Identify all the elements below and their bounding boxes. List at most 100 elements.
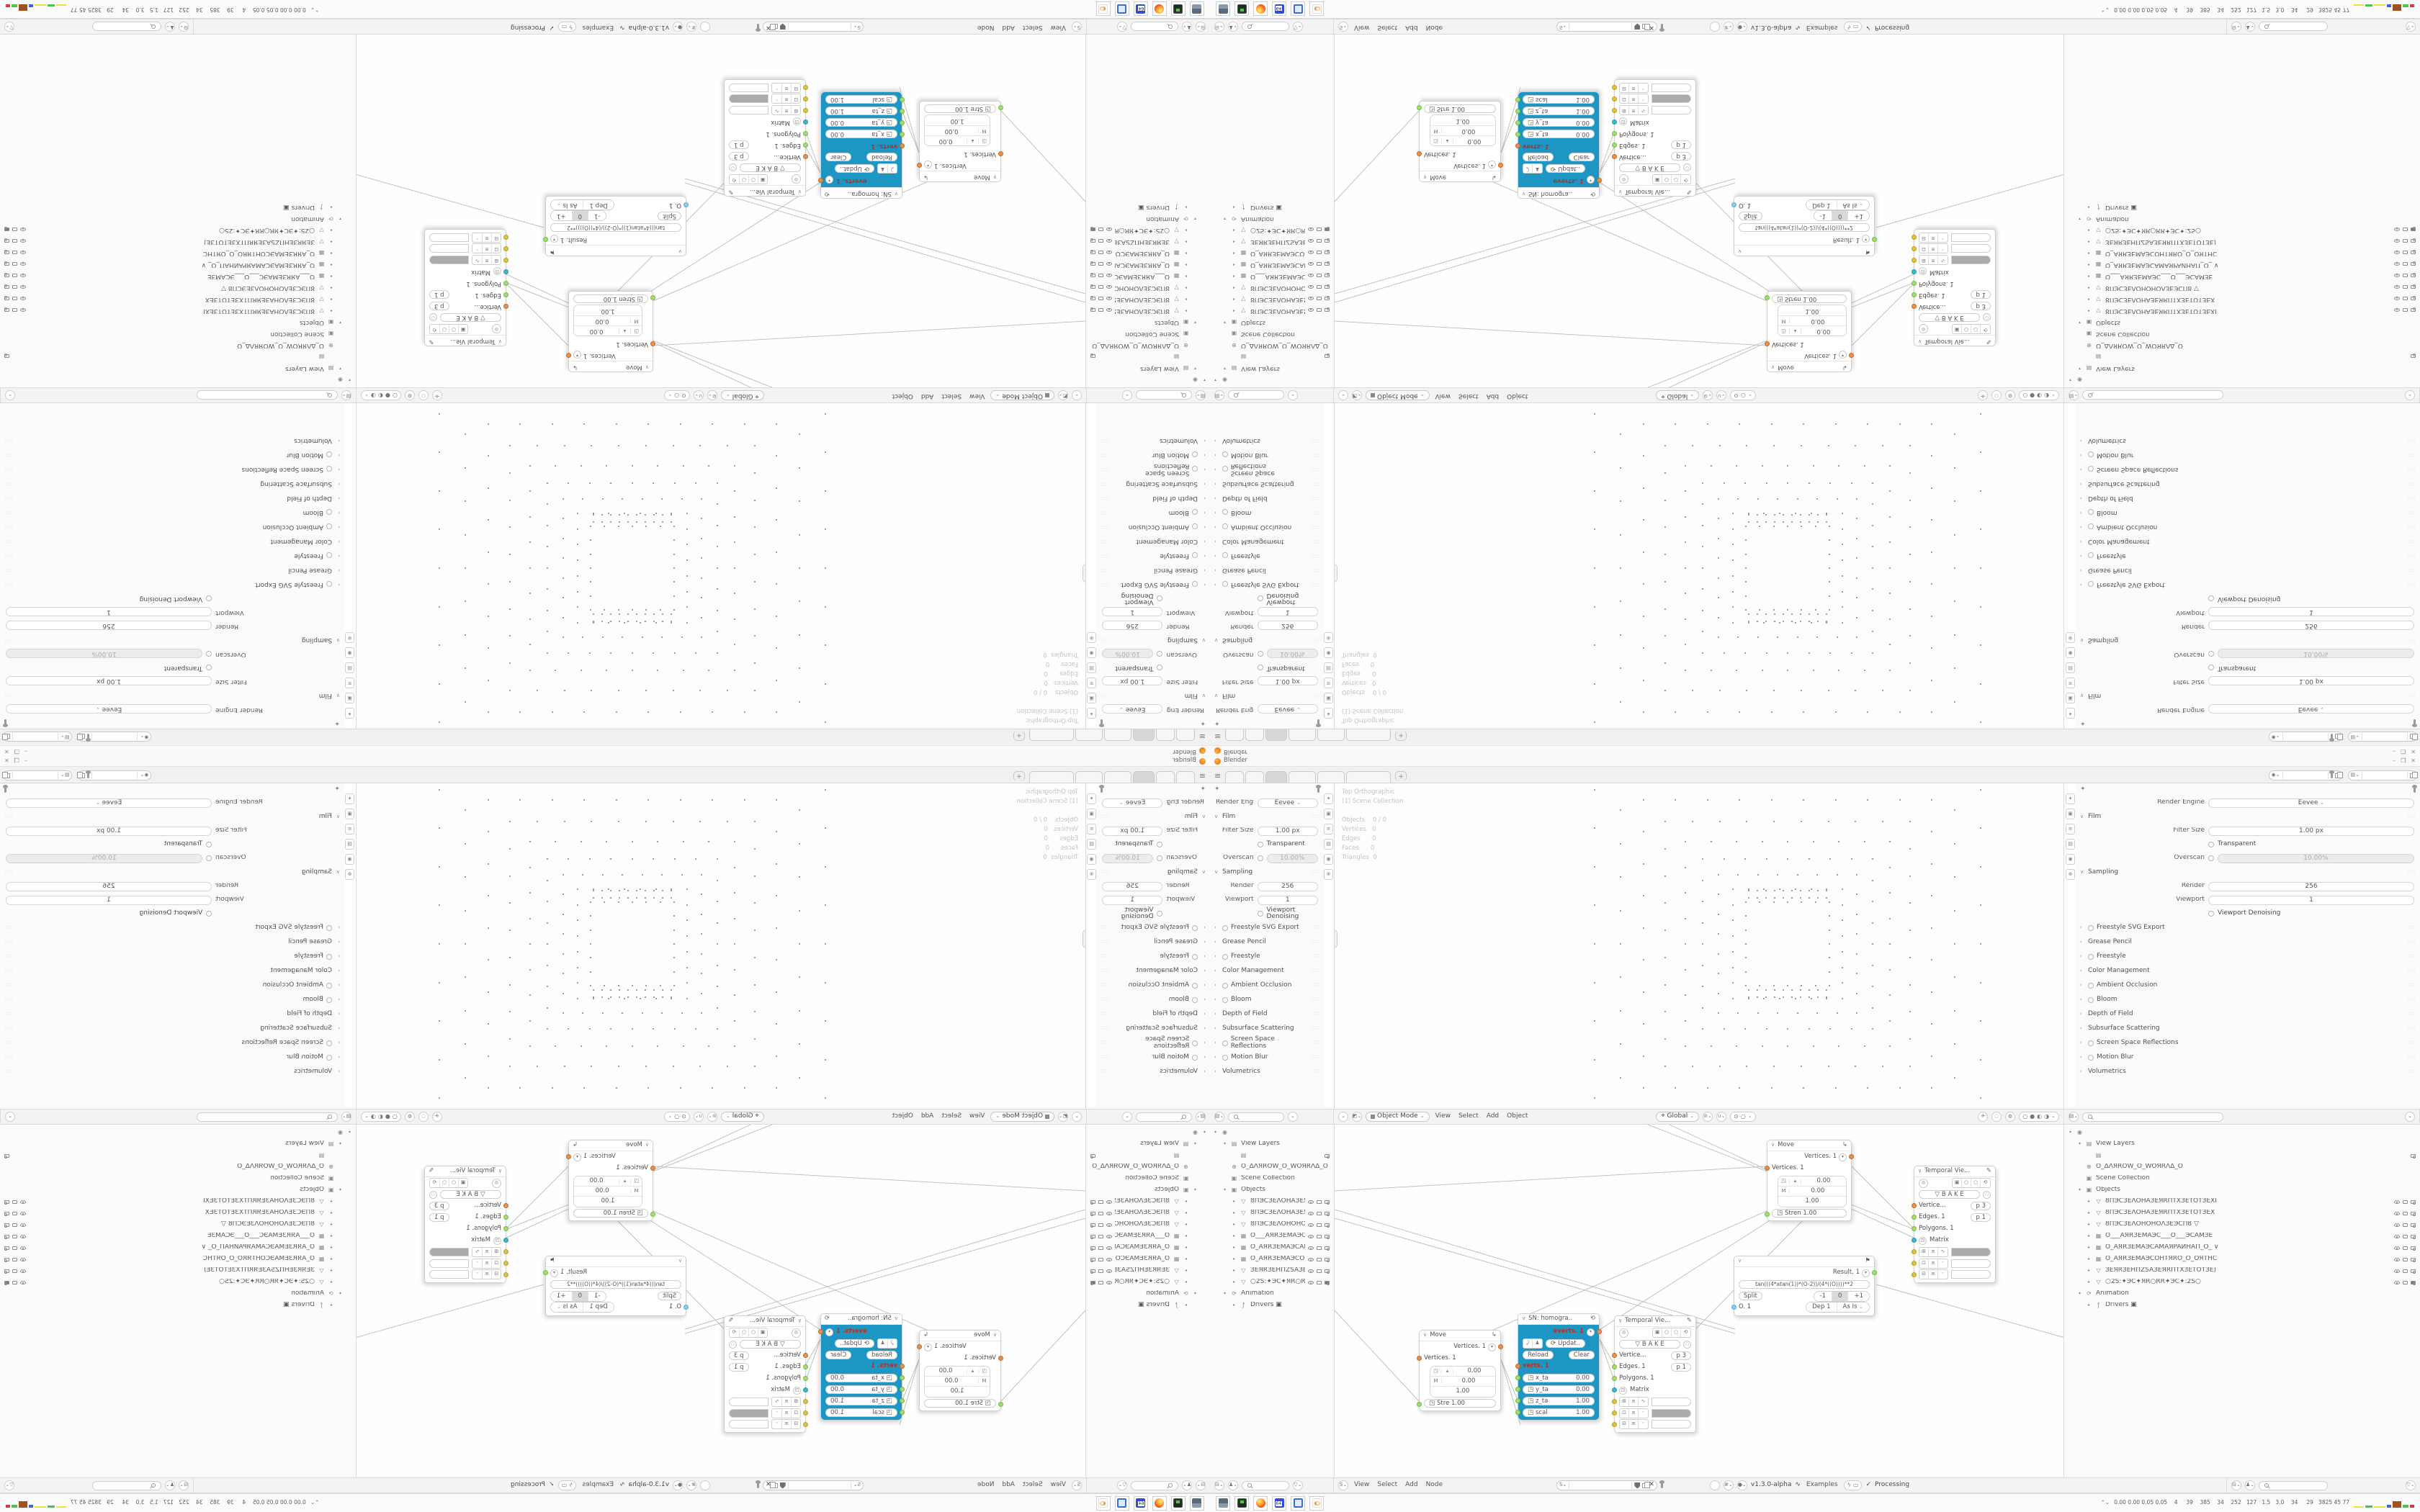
outliner-row[interactable]: ▸ ƒ Drivers ▣ <box>1138 1301 1188 1309</box>
scene-tab-icon[interactable]: ◉ <box>1324 647 1333 658</box>
section-checkbox[interactable] <box>1192 509 1198 516</box>
attr-field-1[interactable] <box>429 256 469 264</box>
search-input[interactable] <box>2082 390 2223 400</box>
view-layer-name-field[interactable] <box>2362 772 2408 779</box>
render-tab-icon[interactable]: ▣ <box>1087 693 1096 703</box>
strength-field[interactable]: ◳ Stren 1.00 <box>573 1209 648 1218</box>
copy-node-tree-icon[interactable] <box>1642 1481 1651 1488</box>
edges-pill[interactable]: p 1 <box>429 290 449 299</box>
socket-attr-3[interactable] <box>1612 1422 1617 1427</box>
socket-strength-in[interactable] <box>1765 1212 1770 1217</box>
reload-button[interactable]: Reload <box>866 153 897 161</box>
transparent-checkbox[interactable] <box>206 664 212 670</box>
outliner-row[interactable]: ▸▽8ПЭCЗEΛOHAЗEЯRПTXЗETOTЗEXI <box>1210 305 1334 316</box>
search-input[interactable] <box>92 22 161 32</box>
section-subsurface-scattering[interactable]: › Subsurface Scattering ∷∷ <box>1101 480 1206 488</box>
attr-field-1[interactable] <box>1951 1248 1991 1256</box>
render-tab-icon[interactable]: ▣ <box>2066 693 2075 703</box>
camera-icon[interactable] <box>1090 308 1095 312</box>
attr-field-3[interactable] <box>1652 1420 1691 1428</box>
sn-tool-group[interactable]: ⤸ ♟ <box>877 1338 897 1349</box>
eye-icon[interactable] <box>20 1246 26 1250</box>
section-color-management[interactable]: › Color Management ∷∷ <box>1214 966 1319 974</box>
vertices-pill[interactable]: p 3 <box>429 1202 449 1210</box>
section-sampling[interactable]: ∨ Sampling ∷∷ <box>4 636 340 644</box>
section-bloom[interactable]: › Bloom ∷∷ <box>2080 995 2416 1003</box>
viewport-denoising-checkbox[interactable] <box>1257 595 1263 601</box>
socket-attr-2[interactable] <box>1612 1410 1617 1416</box>
editor-type-icon[interactable]: ▤⌄ <box>341 1112 351 1122</box>
eye-icon[interactable] <box>2394 1246 2400 1250</box>
eye-icon[interactable] <box>2394 239 2400 243</box>
camera-icon[interactable] <box>1090 1211 1095 1215</box>
offset-segmented-control[interactable]: -1 0 +1 <box>550 1290 607 1302</box>
eye-icon[interactable] <box>1106 228 1112 232</box>
xray-icon[interactable]: ◍ <box>2005 390 2016 400</box>
screenshot-tool-taskbar-icon[interactable] <box>1190 1495 1204 1511</box>
screenshot-tool-taskbar-icon[interactable] <box>1216 1495 1230 1511</box>
editor-type-icon[interactable]: ▤⌄ <box>1196 1112 1206 1122</box>
clear-button[interactable]: Clear <box>1568 1351 1595 1359</box>
node-tree-name-field[interactable] <box>1569 23 1633 30</box>
samples-render-field[interactable]: 256 <box>2208 881 2414 891</box>
outliner-row[interactable]: ▾ ▤ View Layers <box>285 1140 342 1148</box>
workspace-tab[interactable] <box>1245 729 1265 741</box>
scene-name-field[interactable] <box>2282 733 2329 740</box>
outliner-row[interactable]: ▸▦O_AЯRЗEMAЭCOHTЯRO_O_OЯTHC <box>1086 1254 1210 1265</box>
node-formula[interactable]: ∨ ⚑ Result. 1 ▾ tan(((4*atan(1))*(O-2))/(4… <box>543 196 689 256</box>
node-editor[interactable]: ∨ Move ↳ Vertices. 1 ▾ Vertices. 1 ◳ ▴ 0.00 M… <box>356 1125 1086 1477</box>
pin-icon[interactable] <box>2329 770 2334 778</box>
camera-icon[interactable] <box>1090 285 1095 289</box>
camera-icon[interactable] <box>1090 1234 1095 1238</box>
render-engine-select[interactable]: Eevee ⌄ <box>1257 798 1318 808</box>
section-checkbox[interactable] <box>326 523 332 530</box>
screen-icon[interactable] <box>12 1200 17 1204</box>
viewport-3d[interactable]: Top Orthographic (1) Scene Collection Ob… <box>1334 403 2064 729</box>
eye-icon[interactable] <box>20 228 26 232</box>
section-freestyle[interactable]: › Freestyle ∷∷ <box>2080 952 2416 960</box>
socket-polygons[interactable] <box>1912 1226 1917 1231</box>
scene-tab-icon[interactable]: ◉ <box>2066 854 2075 865</box>
section-checkbox[interactable] <box>2088 509 2094 516</box>
section-freestyle[interactable]: › Freestyle ∷∷ <box>1101 952 1206 960</box>
clear-button[interactable]: Clear <box>1568 153 1595 161</box>
socket-verts-in[interactable] <box>1515 143 1520 148</box>
camera-icon[interactable] <box>1325 274 1330 278</box>
xray-icon[interactable]: ◍ <box>2005 1112 2016 1122</box>
socket-vertices-in[interactable] <box>1417 151 1422 156</box>
section-checkbox[interactable] <box>2088 982 2094 989</box>
as-is-dropdown[interactable]: As Is ⌄ <box>1837 1302 1869 1312</box>
section-freestyle-svg-export[interactable]: › Freestyle SVG Export ∷∷ <box>1101 581 1206 589</box>
socket-vertices-out[interactable] <box>566 353 571 358</box>
menu-view[interactable]: View <box>969 1112 985 1120</box>
node-move-upper[interactable]: ∨ Move ↳ Vertices. 1 ▾ Vertices. 1 ◳ ▴ 0.00 M… <box>1765 291 1854 372</box>
section-freestyle-svg-export[interactable]: › Freestyle SVG Export ∷∷ <box>4 923 340 931</box>
section-freestyle[interactable]: › Freestyle ∷∷ <box>1101 552 1206 560</box>
overlays-icon[interactable]: ◌ <box>1991 1112 2002 1122</box>
section-film[interactable]: ∨ Film ∷∷ <box>1101 812 1206 820</box>
material-preview-icon[interactable]: ●⌄ <box>673 22 684 32</box>
camera-icon[interactable] <box>1090 1223 1095 1227</box>
node-move-lower[interactable]: ∨ Move ↳ Vertices. 1 ▾ Vertices. 1 ◳ ▴ 0.00 M… <box>1417 1330 1503 1411</box>
camera-icon[interactable] <box>1325 285 1330 289</box>
socket-attr-3[interactable] <box>803 85 808 90</box>
viewport-denoising-checkbox[interactable] <box>1257 911 1263 917</box>
tool-tab-icon[interactable]: ✦ <box>1087 793 1096 804</box>
section-bloom[interactable]: › Bloom ∷∷ <box>4 995 340 1003</box>
bake-button[interactable]: ▽ B A K E <box>1919 1190 1980 1199</box>
section-subsurface-scattering[interactable]: › Subsurface Scattering ∷∷ <box>2080 480 2416 488</box>
world-tab-icon[interactable]: ⊕ <box>2066 632 2075 643</box>
node-move-lower[interactable]: ∨ Move ↳ Vertices. 1 ▾ Vertices. 1 ◳ ▴ 0.00 M… <box>1417 101 1503 182</box>
node-move-upper[interactable]: ∨ Move ↳ Vertices. 1 ▾ Vertices. 1 ◳ ▴ 0.00 M… <box>566 1140 655 1221</box>
section-depth-of-field[interactable]: › Depth of Field ∷∷ <box>4 1009 340 1017</box>
split-button[interactable]: Split <box>658 1292 681 1300</box>
workspace-tab[interactable] <box>1289 771 1317 783</box>
outliner-row[interactable]: ▸▽○2S:✦ЭC✦ЯR○RR✦ЭC✦:2S○ <box>1086 224 1210 235</box>
socket-attr-2[interactable] <box>803 1410 808 1416</box>
outliner-row[interactable]: ▾ ▣ Objects <box>2078 1186 2121 1194</box>
screen-icon[interactable] <box>1317 1211 1322 1215</box>
workspace-tab[interactable] <box>1225 729 1245 741</box>
attr-field-1[interactable] <box>1652 1398 1691 1406</box>
pin-icon[interactable] <box>757 1482 760 1488</box>
screen-icon[interactable] <box>1098 1269 1103 1273</box>
